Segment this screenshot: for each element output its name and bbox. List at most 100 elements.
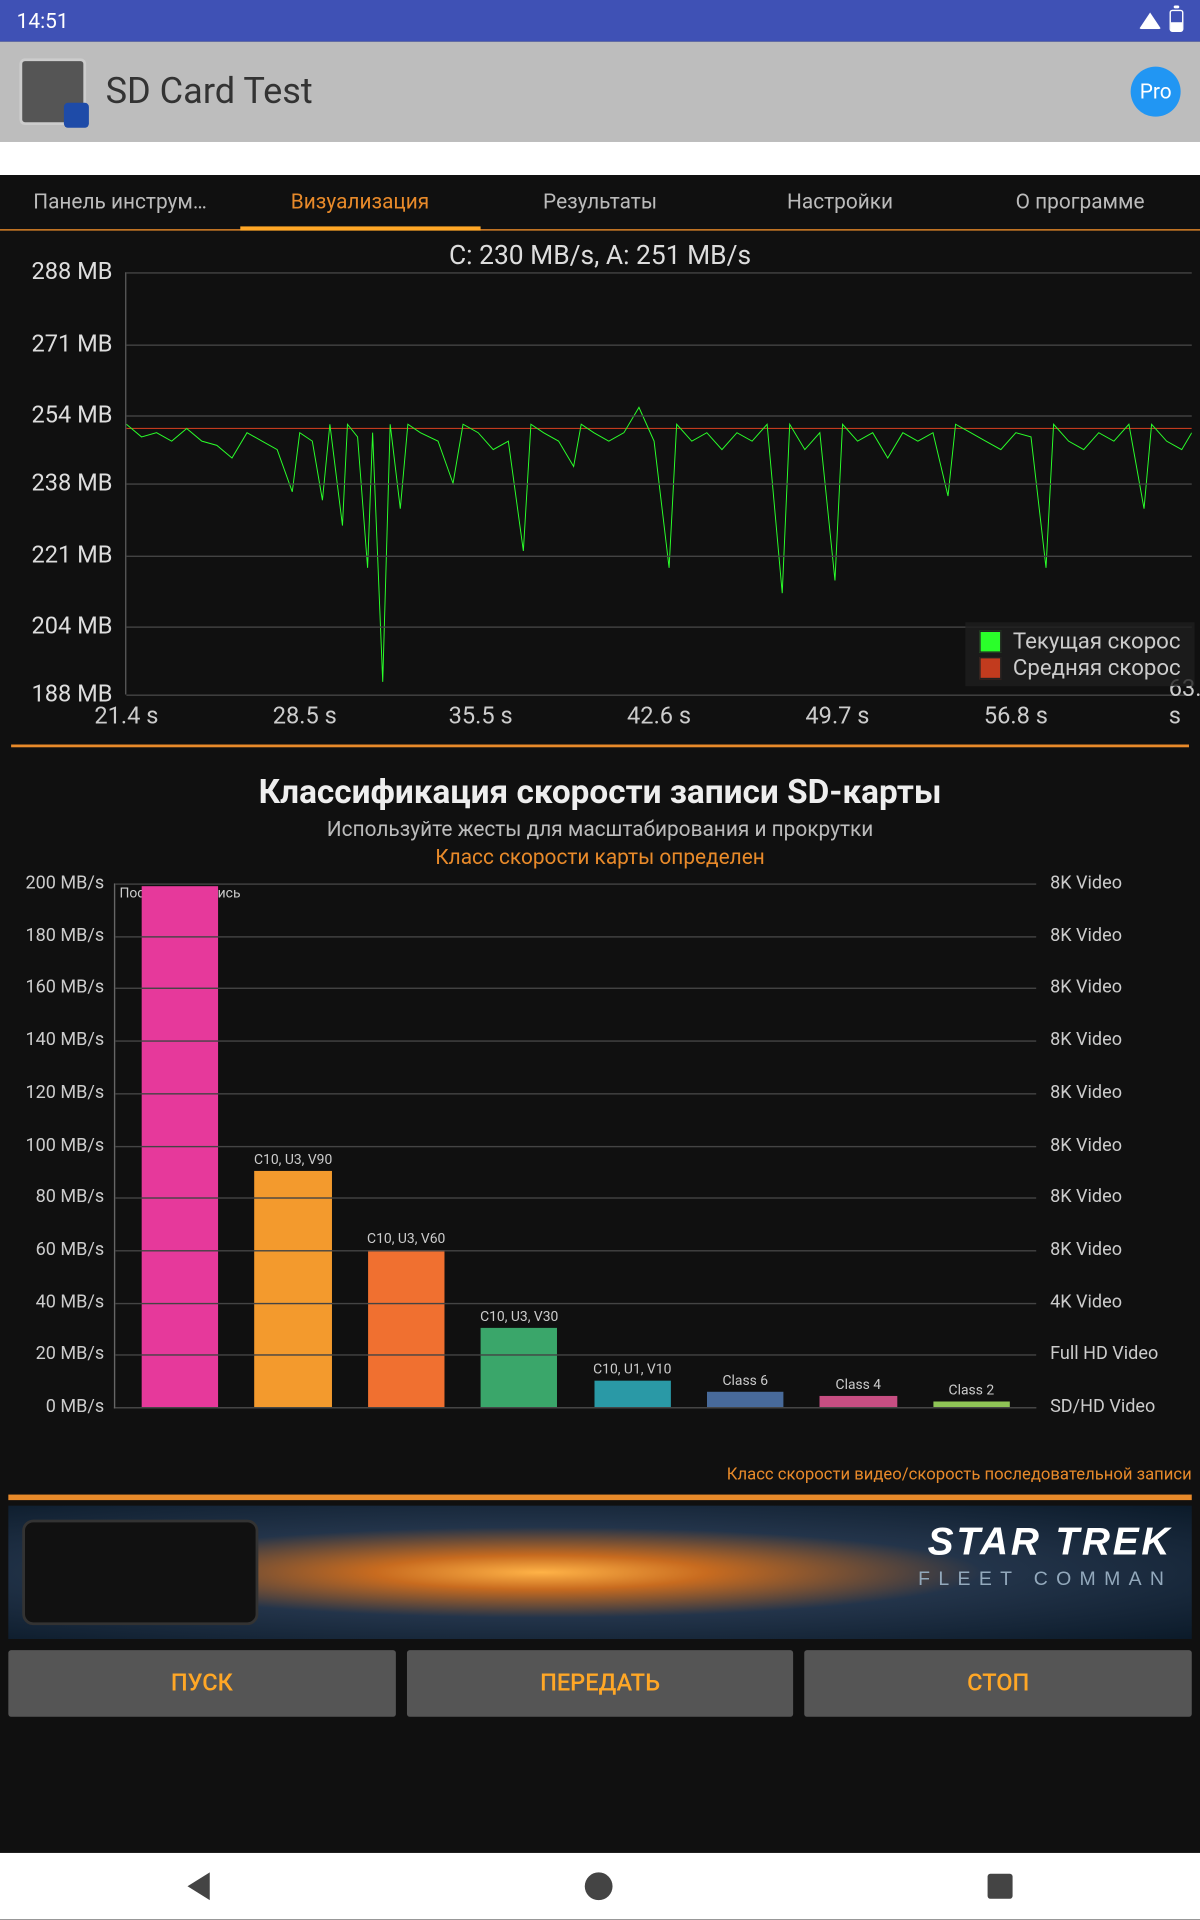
wifi-icon [1139,13,1161,30]
bar-label: Class 2 [949,1384,995,1399]
bar-label: Class 6 [722,1373,768,1388]
bar-y-label: 100 MB/s [15,1135,104,1156]
grid-line [126,695,1191,696]
bar-label: C10, U3, V60 [367,1232,445,1247]
bar-grid-line [115,1250,1036,1251]
bar-y-label-right: 8K Video [1050,873,1183,894]
bar-y-label-right: 8K Video [1050,925,1183,946]
bar [481,1329,558,1408]
bar-grid-line [115,1302,1036,1303]
y-tick-label: 204 MB [13,613,113,641]
nav-home-icon[interactable] [585,1872,613,1900]
classification-note: Класс скорости карты определен [0,845,1200,870]
gap-spacer [0,142,1200,175]
ad-subtitle: FLEET COMMAN [918,1567,1172,1589]
classification-sub: Используйте жесты для масштабирования и … [0,817,1200,842]
tab-bar: Панель инструм…ВизуализацияРезультатыНас… [0,175,1200,228]
tab-underline-active [240,226,480,230]
bar [255,1171,332,1407]
bar [707,1391,784,1407]
bar [368,1250,445,1407]
button-row: ПУСК ПЕРЕДАТЬ СТОП [0,1639,1200,1722]
y-tick-label: 221 MB [13,541,113,569]
nav-recent-icon[interactable] [988,1874,1013,1899]
x-tick-label: 28.5 s [273,703,337,731]
x-tick-label: 21.4 s [94,703,158,731]
legend-swatch-current [980,630,1002,652]
bar-label: C10, U3, V90 [254,1153,332,1168]
legend-average-label: Средняя скорос [1013,654,1181,680]
bar-y-label-right: SD/HD Video [1050,1397,1183,1418]
x-tick-label: 49.7 s [805,703,869,731]
transfer-button[interactable]: ПЕРЕДАТЬ [407,1650,794,1717]
bar-label: C10, U3, V30 [480,1310,558,1325]
tab-1[interactable]: Визуализация [240,175,480,228]
line-chart[interactable]: C: 230 MB/s, A: 251 MB/s 188 MB204 MB221… [0,239,1200,739]
bar-y-label-right: 8K Video [1050,978,1183,999]
bar-y-label: 40 MB/s [15,1292,104,1313]
bar-chart-plot: C10, U3, V90 C10, U3, V60 C10, U3, V30 C10,… [114,883,1036,1408]
bar-y-label-right: 8K Video [1050,1135,1183,1156]
bar-grid-line [115,1355,1036,1356]
stop-button[interactable]: СТОП [805,1650,1192,1717]
x-tick-label: 42.6 s [627,703,691,731]
bar-label: C10, U1, V10 [593,1363,671,1378]
bar-y-label: 140 MB/s [15,1030,104,1051]
tab-3[interactable]: Настройки [720,175,960,228]
bar-y-label-right: 8K Video [1050,1240,1183,1261]
tab-0[interactable]: Панель инструм… [0,175,240,228]
bar-grid-line [115,1198,1036,1199]
start-button[interactable]: ПУСК [8,1650,395,1717]
y-tick-label: 271 MB [13,330,113,358]
bar [594,1381,671,1407]
bar-y-label-right: Full HD Video [1050,1344,1183,1365]
bar-label: Class 4 [836,1379,882,1394]
status-time: 14:51 [17,8,69,33]
pro-badge[interactable]: Pro [1131,67,1181,117]
bar-grid-line [115,988,1036,989]
bar-y-label: 80 MB/s [15,1187,104,1208]
bar-y-label: 0 MB/s [15,1397,104,1418]
bar-grid-line [115,1040,1036,1041]
legend-swatch-average [980,656,1002,678]
app-title: SD Card Test [106,71,1112,113]
bar-y-label: 160 MB/s [15,978,104,999]
bar-grid-line [115,1093,1036,1094]
line-chart-legend: Текущая скорос Средняя скорос [966,622,1195,686]
battery-icon [1170,10,1184,32]
nav-back-icon[interactable] [188,1872,210,1900]
ad-banner[interactable]: STAR TREK FLEET COMMAN [8,1506,1191,1639]
bar-y-label: 180 MB/s [15,925,104,946]
x-tick-label: 35.5 s [449,703,513,731]
grid-line [126,555,1191,556]
bar-chart[interactable]: Последняя запись C10, U3, V90C10, U3, V6… [8,883,1191,1452]
bar-grid-line [115,883,1036,884]
bar-grid-line [115,1407,1036,1408]
classification-block: Классификация скорости записи SD-карты И… [0,772,1200,869]
bar-y-label: 200 MB/s [15,873,104,894]
bar-y-label-right: 4K Video [1050,1292,1183,1313]
legend-current-label: Текущая скорос [1013,628,1181,654]
status-bar: 14:51 [0,0,1200,42]
bar-grid-line [115,1145,1036,1146]
grid-line [126,483,1191,484]
grid-line [126,272,1191,273]
bar-y-label: 60 MB/s [15,1240,104,1261]
y-tick-label: 288 MB [13,258,113,286]
app-bar: SD Card Test Pro [0,42,1200,142]
y-tick-label: 238 MB [13,469,113,497]
ad-phone-mock [22,1520,258,1626]
main-panel: Панель инструм…ВизуализацияРезультатыНас… [0,175,1200,1853]
grid-line [126,344,1191,345]
tab-4[interactable]: О программе [960,175,1200,228]
bar-chart-footnote: Класс скорости видео/скорость последоват… [727,1464,1192,1483]
tab-underline [0,228,1200,231]
bar-y-label: 20 MB/s [15,1344,104,1365]
bar-y-label-right: 8K Video [1050,1187,1183,1208]
bar-y-label: 120 MB/s [15,1082,104,1103]
classification-heading: Классификация скорости записи SD-карты [0,772,1200,811]
chart-separator-2 [8,1495,1191,1501]
tab-2[interactable]: Результаты [480,175,720,228]
y-tick-label: 254 MB [13,402,113,430]
bar-grid-line [115,936,1036,937]
